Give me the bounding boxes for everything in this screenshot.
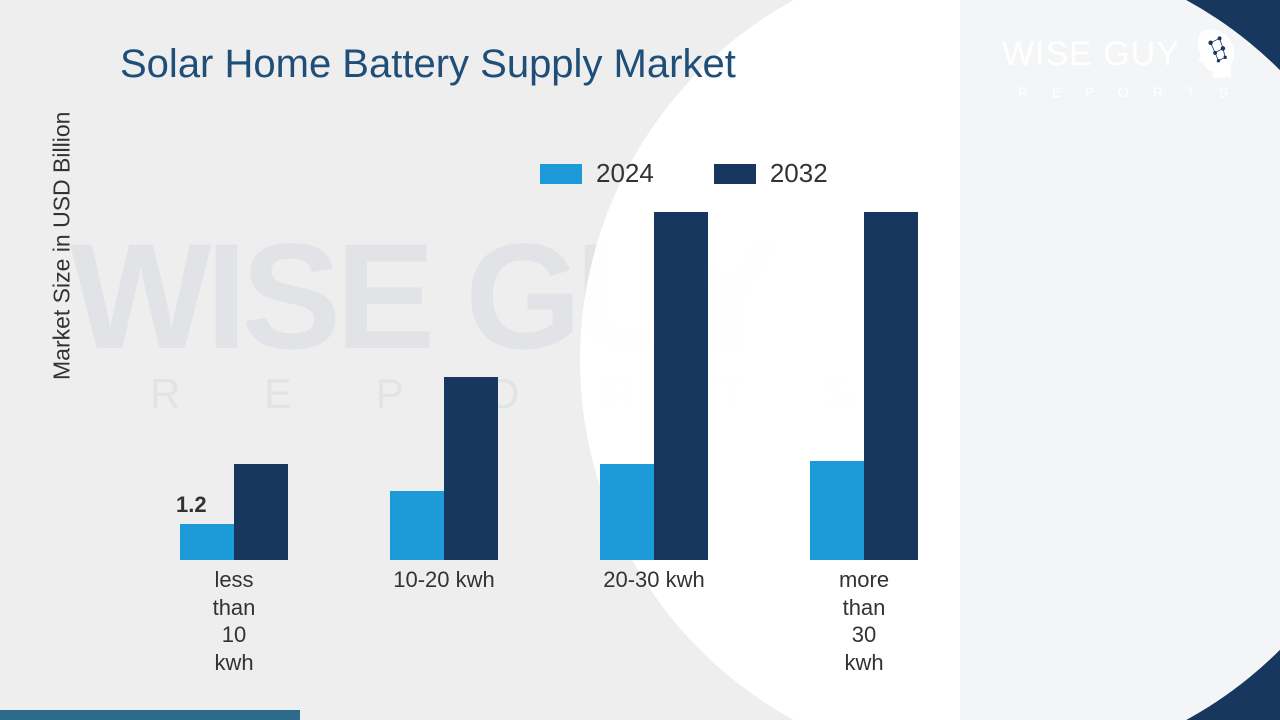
bar-series-b: [864, 212, 918, 560]
bar-series-a: [600, 464, 654, 560]
legend-swatch-a: [540, 164, 582, 184]
legend-item-2024: 2024: [540, 158, 654, 189]
x-axis-label: 20-30 kwh: [594, 566, 714, 594]
bar-series-b: [234, 464, 288, 560]
bar-series-a: [180, 524, 234, 560]
bottom-accent-bar: [0, 710, 300, 720]
bar-series-b: [444, 377, 498, 560]
legend-label-b: 2032: [770, 158, 828, 189]
bar-series-a: [810, 461, 864, 560]
brand-logo: WISE GUY R E P O R T S: [1002, 26, 1242, 100]
plot-area: 1.2: [100, 200, 940, 560]
logo-head-icon: [1186, 26, 1242, 82]
logo-subtext: R E P O R T S: [1002, 84, 1242, 100]
x-axis-label: lessthan10kwh: [174, 566, 294, 676]
bar-series-a: [390, 491, 444, 560]
chart-title: Solar Home Battery Supply Market: [120, 42, 736, 87]
legend-swatch-b: [714, 164, 756, 184]
x-axis-label: morethan30kwh: [804, 566, 924, 676]
bar-value-label: 1.2: [176, 492, 207, 518]
legend-item-2032: 2032: [714, 158, 828, 189]
stage: WISE GUY R E P O R T S WISE GUY R E P O …: [0, 0, 1280, 720]
legend: 2024 2032: [540, 158, 828, 189]
y-axis-label: Market Size in USD Billion: [49, 112, 76, 380]
x-labels: lessthan10kwh 10-20 kwh 20-30 kwh morethan3…: [100, 560, 940, 700]
bar-series-b: [654, 212, 708, 560]
x-axis-label: 10-20 kwh: [384, 566, 504, 594]
logo-text: WISE GUY: [1002, 35, 1180, 74]
right-panel: [960, 0, 1280, 720]
legend-label-a: 2024: [596, 158, 654, 189]
